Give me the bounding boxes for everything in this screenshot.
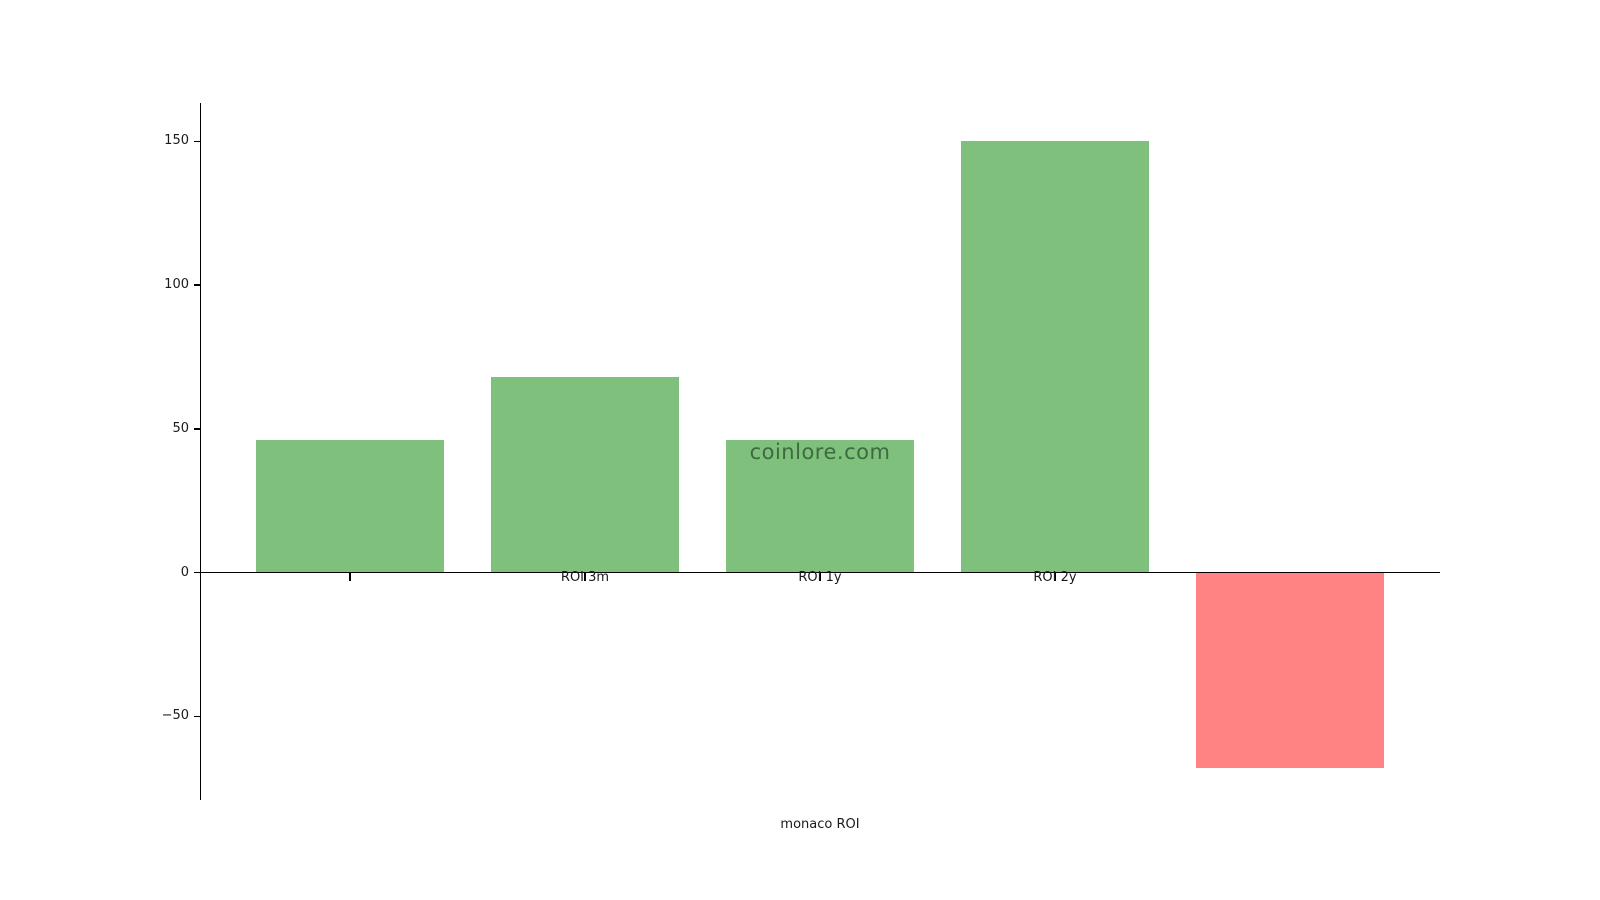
x-tick-label: ROI 1y xyxy=(798,570,842,585)
bar-unlabeled-0 xyxy=(256,440,444,573)
y-tick-label: 50 xyxy=(172,420,189,436)
x-axis-title: monaco ROI xyxy=(780,817,860,832)
bar-roi-2y xyxy=(961,141,1149,573)
y-tick-label: 150 xyxy=(164,133,189,149)
bar-unlabeled-4 xyxy=(1196,572,1384,768)
bar-roi-3m xyxy=(491,377,679,573)
x-tick-mark xyxy=(349,572,351,581)
y-axis-spine xyxy=(199,103,202,800)
bar-roi-1y xyxy=(726,440,914,573)
x-tick-label: ROI 3m xyxy=(560,570,610,585)
y-tick-mark xyxy=(194,715,201,717)
y-tick-label: 100 xyxy=(164,277,189,292)
x-tick-mark xyxy=(1054,572,1056,581)
x-tick-mark xyxy=(584,572,586,581)
y-tick-mark xyxy=(194,428,201,430)
x-tick-mark xyxy=(819,572,821,581)
y-tick-label: 0 xyxy=(180,564,189,580)
y-tick-mark xyxy=(194,140,201,142)
watermark-text: coinlore.com xyxy=(749,440,891,464)
y-tick-mark xyxy=(194,284,201,286)
x-axis-line xyxy=(199,571,1440,574)
y-tick-label: −50 xyxy=(161,708,189,724)
x-tick-label: ROI 2y xyxy=(1033,570,1077,585)
y-tick-mark xyxy=(194,571,201,574)
